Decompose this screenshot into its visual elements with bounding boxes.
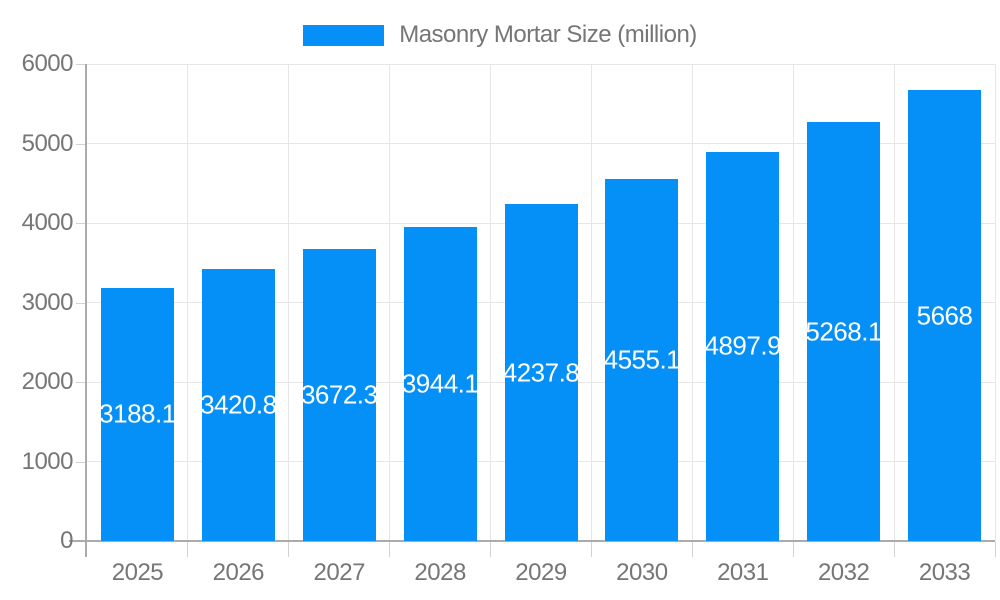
gridline-horizontal — [87, 143, 995, 144]
y-axis-tick — [76, 302, 85, 304]
bar-2031[interactable] — [706, 151, 780, 541]
y-axis-tick-label: 2000 — [21, 368, 74, 395]
gridline-vertical — [490, 64, 492, 541]
gridline-vertical — [187, 64, 189, 541]
x-axis-tick — [187, 542, 189, 557]
legend-label: Masonry Mortar Size (million) — [399, 21, 697, 48]
x-axis-tick-label: 2026 — [212, 559, 265, 586]
bar-2030[interactable] — [605, 178, 679, 541]
bar-2028[interactable] — [403, 227, 477, 541]
y-axis-tick-label: 6000 — [21, 50, 74, 77]
bar-2026[interactable] — [201, 269, 275, 541]
y-axis-tick-label: 4000 — [21, 209, 74, 236]
x-axis-tick-label: 2029 — [515, 559, 567, 586]
gridline-vertical — [691, 64, 693, 541]
x-axis-tick-label: 2033 — [918, 559, 971, 586]
bar-2029[interactable] — [504, 204, 578, 541]
y-axis-tick — [76, 64, 85, 65]
x-axis-tick-label: 2030 — [616, 559, 668, 586]
bar-2025[interactable] — [100, 287, 174, 541]
x-axis-tick — [590, 542, 592, 557]
x-axis-line — [69, 540, 995, 542]
y-axis-tick — [76, 461, 85, 463]
gridline-vertical — [994, 64, 996, 541]
y-axis-tick — [76, 143, 85, 145]
x-axis-tick — [792, 542, 794, 557]
gridline-vertical — [893, 64, 895, 541]
legend-swatch — [303, 24, 385, 46]
gridline-vertical — [389, 64, 391, 541]
plot-area: 0 1000 2000 3000 4000 5000 6000 2025 2026 2027 202… — [22, 50, 996, 586]
gridline-vertical — [590, 64, 592, 541]
y-axis-tick-label: 1000 — [21, 447, 74, 475]
x-axis-tick — [288, 542, 290, 557]
x-axis-tick — [893, 542, 895, 557]
gridline-horizontal — [87, 63, 995, 65]
gridline-vertical — [288, 64, 290, 541]
y-axis-line — [85, 64, 87, 557]
y-axis-tick-label: 5000 — [21, 129, 74, 157]
x-axis-tick — [490, 542, 492, 557]
y-axis-tick — [76, 382, 85, 383]
y-axis-tick-label: 0 — [60, 527, 73, 554]
x-axis-tick-label: 2025 — [111, 559, 164, 586]
y-axis-tick-label: 3000 — [21, 288, 74, 316]
chart-legend[interactable]: Masonry Mortar Size (million) — [0, 21, 1000, 49]
gridline-vertical — [792, 64, 794, 541]
x-axis-tick-label: 2027 — [313, 559, 366, 586]
x-axis-tick-label: 2032 — [817, 559, 870, 586]
bar-2033[interactable] — [908, 90, 982, 541]
x-axis-tick — [994, 542, 996, 557]
x-axis-tick — [389, 542, 391, 557]
x-axis-tick — [691, 542, 693, 557]
x-axis-tick-label: 2031 — [717, 559, 769, 586]
x-axis-tick-label: 2028 — [414, 559, 466, 586]
bar-2032[interactable] — [807, 122, 881, 541]
y-axis-tick — [76, 223, 85, 224]
bar-2027[interactable] — [302, 249, 376, 541]
